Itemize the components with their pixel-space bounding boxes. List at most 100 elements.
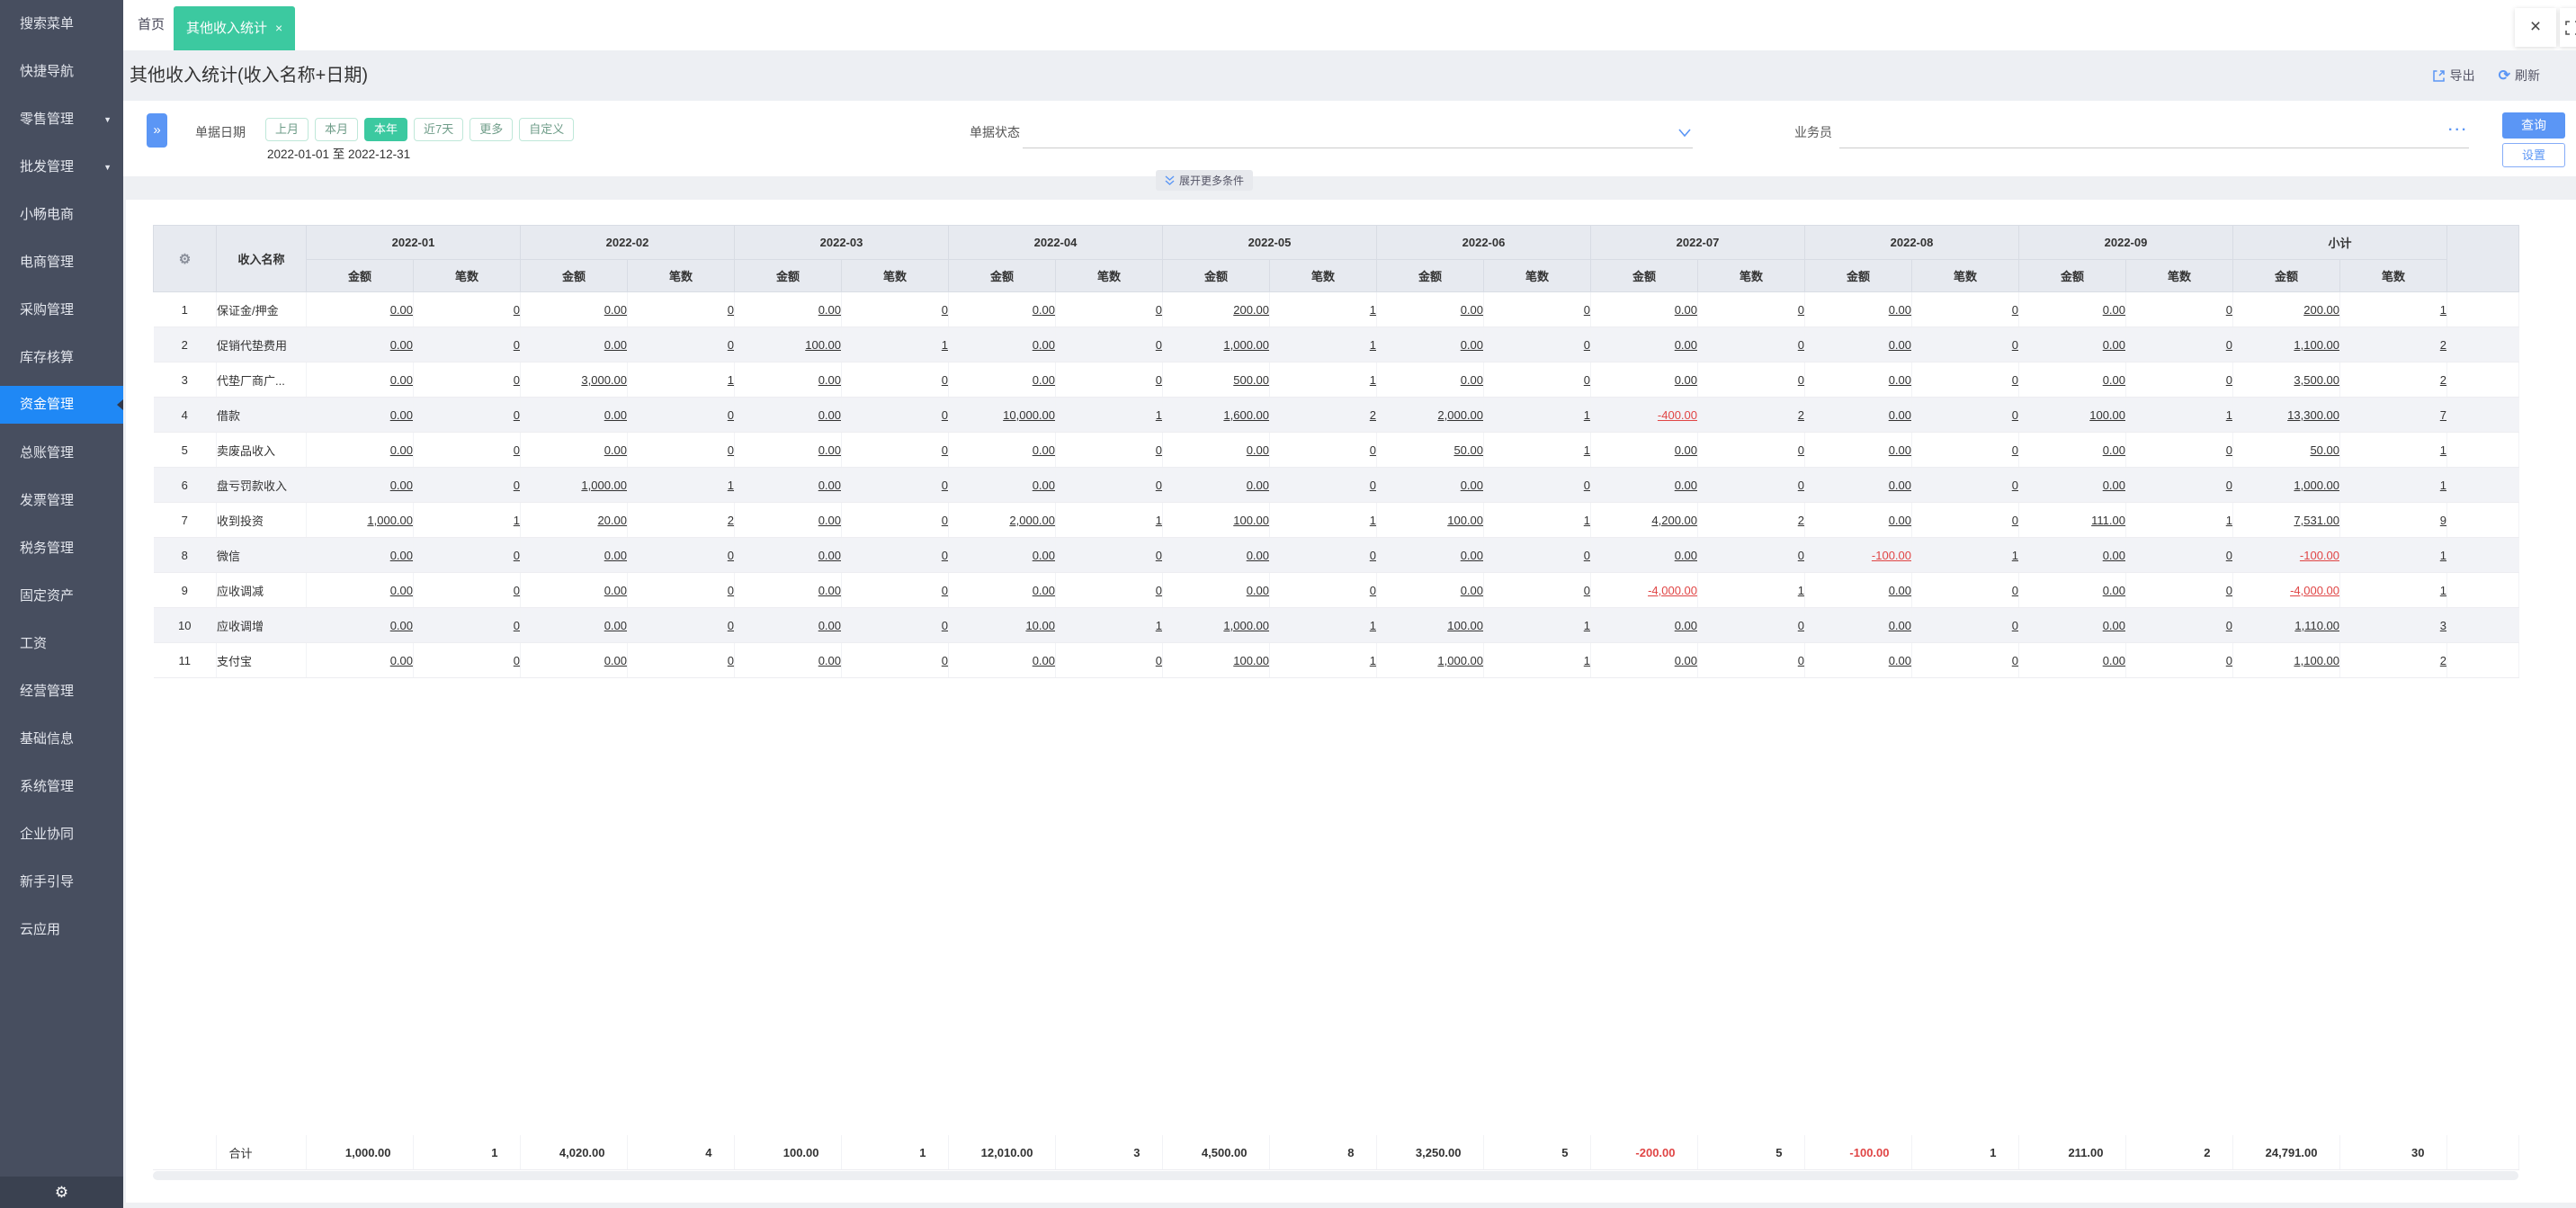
count-link[interactable]: 1: [941, 337, 948, 352]
amount-link[interactable]: 0.00: [818, 478, 841, 492]
count-link[interactable]: 0: [941, 513, 948, 527]
count-link[interactable]: 0: [2225, 583, 2232, 597]
amount-link[interactable]: 0.00: [2102, 548, 2125, 562]
amount-link[interactable]: 0.00: [1460, 478, 1483, 492]
amount-link[interactable]: 0.00: [1032, 583, 1055, 597]
count-link[interactable]: 0: [2011, 372, 2018, 387]
count-link[interactable]: 0: [727, 337, 734, 352]
count-link[interactable]: 0: [941, 407, 948, 422]
count-link[interactable]: 1: [1583, 653, 1590, 667]
count-link[interactable]: 0: [1797, 618, 1804, 632]
amount-link[interactable]: 0.00: [389, 548, 413, 562]
count-link[interactable]: 0: [2225, 618, 2232, 632]
amount-link[interactable]: 10.00: [1025, 618, 1055, 632]
tab-home[interactable]: 首页: [138, 17, 165, 32]
amount-link[interactable]: 0.00: [1888, 407, 1911, 422]
count-link[interactable]: 0: [1155, 653, 1162, 667]
amount-link[interactable]: 0.00: [1032, 653, 1055, 667]
count-link[interactable]: 2: [2439, 372, 2447, 387]
amount-link[interactable]: 1,100.00: [2294, 653, 2339, 667]
count-link[interactable]: 0: [1797, 478, 1804, 492]
count-link[interactable]: 1: [1155, 618, 1162, 632]
amount-link[interactable]: 100.00: [1447, 513, 1483, 527]
amount-link[interactable]: 1,000.00: [367, 513, 413, 527]
amount-link[interactable]: 100.00: [805, 337, 841, 352]
sidebar-item-19[interactable]: 新手引导: [0, 858, 123, 906]
amount-link[interactable]: -400.00: [1657, 407, 1697, 422]
count-link[interactable]: 1: [1583, 443, 1590, 457]
count-link[interactable]: 0: [2011, 583, 2018, 597]
amount-link[interactable]: 1,000.00: [1437, 653, 1483, 667]
count-link[interactable]: 0: [1583, 372, 1590, 387]
count-link[interactable]: 1: [2011, 548, 2018, 562]
amount-link[interactable]: 0.00: [1246, 443, 1269, 457]
amount-link[interactable]: 1,600.00: [1223, 407, 1269, 422]
count-link[interactable]: 0: [1583, 583, 1590, 597]
sidebar-item-14[interactable]: 工资: [0, 620, 123, 667]
count-link[interactable]: 0: [1797, 443, 1804, 457]
amount-link[interactable]: 200.00: [2303, 302, 2339, 317]
amount-link[interactable]: 50.00: [2310, 443, 2339, 457]
amount-link[interactable]: 4,200.00: [1651, 513, 1697, 527]
amount-link[interactable]: 0.00: [604, 618, 627, 632]
count-link[interactable]: 0: [1155, 548, 1162, 562]
column-settings-gear-icon[interactable]: ⚙: [178, 251, 192, 267]
amount-link[interactable]: 3,500.00: [2294, 372, 2339, 387]
amount-link[interactable]: 0.00: [1246, 478, 1269, 492]
amount-link[interactable]: 13,300.00: [2287, 407, 2339, 422]
amount-link[interactable]: 0.00: [604, 548, 627, 562]
count-link[interactable]: 0: [2011, 478, 2018, 492]
sidebar-item-11[interactable]: 发票管理: [0, 477, 123, 524]
count-link[interactable]: 9: [2439, 513, 2447, 527]
expand-more-button[interactable]: 展开更多条件: [1156, 170, 1254, 191]
sidebar-item-20[interactable]: 云应用: [0, 906, 123, 953]
sidebar-item-18[interactable]: 企业协同: [0, 810, 123, 858]
amount-link[interactable]: 0.00: [1032, 337, 1055, 352]
amount-link[interactable]: 0.00: [389, 407, 413, 422]
amount-link[interactable]: 3,000.00: [581, 372, 627, 387]
salesman-input[interactable]: [1839, 119, 2469, 148]
amount-link[interactable]: 0.00: [1674, 653, 1697, 667]
amount-link[interactable]: 0.00: [1888, 653, 1911, 667]
amount-link[interactable]: 0.00: [604, 337, 627, 352]
count-link[interactable]: 1: [727, 478, 734, 492]
amount-link[interactable]: 0.00: [818, 407, 841, 422]
count-link[interactable]: 1: [2225, 513, 2232, 527]
count-link[interactable]: 0: [513, 618, 520, 632]
amount-link[interactable]: 0.00: [1888, 372, 1911, 387]
amount-link[interactable]: 0.00: [2102, 443, 2125, 457]
count-link[interactable]: 1: [2439, 443, 2447, 457]
close-button[interactable]: ×: [2515, 8, 2556, 47]
count-link[interactable]: 2: [1797, 407, 1804, 422]
amount-link[interactable]: 1,000.00: [1223, 618, 1269, 632]
amount-link[interactable]: 111.00: [2091, 513, 2125, 527]
count-link[interactable]: 1: [2439, 583, 2447, 597]
amount-link[interactable]: 0.00: [604, 407, 627, 422]
count-link[interactable]: 2: [1369, 407, 1376, 422]
count-link[interactable]: 0: [727, 618, 734, 632]
fullscreen-button[interactable]: [2560, 8, 2576, 47]
count-link[interactable]: 0: [513, 337, 520, 352]
count-link[interactable]: 1: [1155, 513, 1162, 527]
amount-link[interactable]: -100.00: [1871, 548, 1911, 562]
amount-link[interactable]: 0.00: [1032, 372, 1055, 387]
count-link[interactable]: 0: [1369, 443, 1376, 457]
amount-link[interactable]: 1,110.00: [2294, 618, 2339, 632]
amount-link[interactable]: -100.00: [2299, 548, 2339, 562]
count-link[interactable]: 0: [1583, 478, 1590, 492]
sidebar-item-4[interactable]: 批发管理 ▼: [0, 143, 123, 191]
count-link[interactable]: 7: [2439, 407, 2447, 422]
count-link[interactable]: 0: [1583, 337, 1590, 352]
count-link[interactable]: 0: [1797, 337, 1804, 352]
count-link[interactable]: 0: [941, 548, 948, 562]
amount-link[interactable]: 0.00: [1460, 548, 1483, 562]
query-button[interactable]: 查询: [2502, 112, 2565, 139]
sidebar-item-5[interactable]: 小畅电商: [0, 191, 123, 238]
count-link[interactable]: 0: [2011, 618, 2018, 632]
amount-link[interactable]: 0.00: [818, 548, 841, 562]
amount-link[interactable]: 0.00: [818, 583, 841, 597]
amount-link[interactable]: 20.00: [597, 513, 627, 527]
amount-link[interactable]: 0.00: [818, 302, 841, 317]
count-link[interactable]: 0: [727, 302, 734, 317]
sidebar-item-8[interactable]: 库存核算: [0, 334, 123, 381]
